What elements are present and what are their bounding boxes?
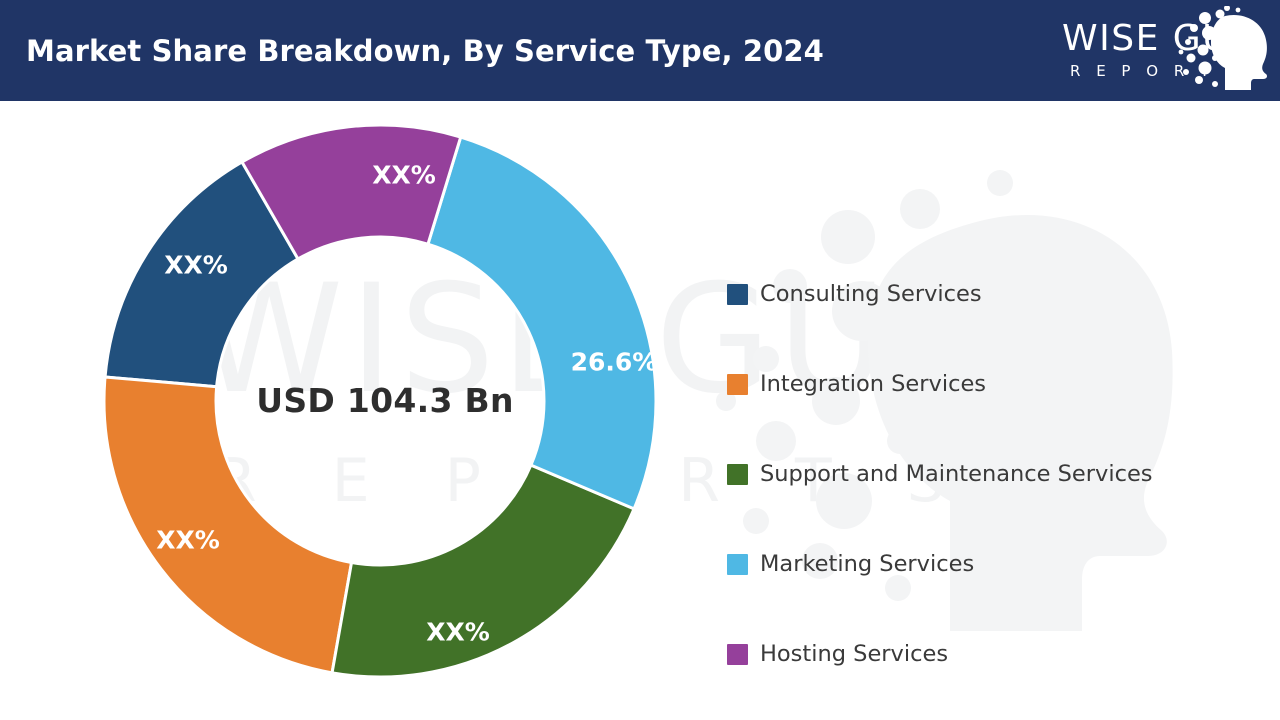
slice-data-label: XX% bbox=[156, 526, 220, 555]
slice-data-label: XX% bbox=[164, 251, 228, 280]
chart-legend: Consulting Services Integration Services… bbox=[727, 249, 1247, 699]
legend-label: Hosting Services bbox=[760, 641, 949, 667]
chart-area: WISE GUY R E P O R T S XX%XX%XX%26.6%XX% bbox=[0, 101, 1280, 720]
legend-item-marketing-services[interactable]: Marketing Services bbox=[727, 519, 1247, 609]
slice-data-label: XX% bbox=[426, 618, 490, 647]
donut-slice-integration-services[interactable] bbox=[102, 375, 354, 675]
donut-slice-labels: XX% XX% XX% 26.6% XX% bbox=[156, 161, 657, 647]
legend-item-consulting-services[interactable]: Consulting Services bbox=[727, 249, 1247, 339]
legend-swatch-icon bbox=[727, 283, 748, 305]
donut-chart: XX% XX% XX% 26.6% XX% USD 104.3 Bn bbox=[90, 111, 680, 691]
legend-label: Consulting Services bbox=[760, 281, 982, 307]
legend-swatch-icon bbox=[727, 553, 748, 575]
head-silhouette-icon bbox=[1178, 6, 1267, 90]
donut-svg: XX% XX% XX% 26.6% XX% bbox=[102, 123, 658, 679]
logo-icon: WISE GUY R E P O R T S bbox=[1062, 6, 1267, 90]
legend-swatch-icon bbox=[727, 463, 748, 485]
donut-slice-hosting-services[interactable] bbox=[239, 123, 463, 262]
legend-label: Integration Services bbox=[760, 371, 987, 397]
donut-slice-marketing-services[interactable] bbox=[426, 135, 658, 511]
wise-guy-reports-logo: WISE GUY R E P O R T S bbox=[1057, 6, 1272, 94]
legend-item-integration-services[interactable]: Integration Services bbox=[727, 339, 1247, 429]
logo-secondary-text: R E P O R T S bbox=[1070, 62, 1240, 80]
legend-swatch-icon bbox=[727, 373, 748, 395]
page-title: Market Share Breakdown, By Service Type,… bbox=[26, 33, 824, 68]
slice-data-label: 26.6% bbox=[571, 348, 658, 377]
legend-label: Support and Maintenance Services bbox=[760, 461, 1153, 487]
donut-slice-consulting-services[interactable] bbox=[103, 159, 301, 389]
legend-item-support-and-maintenance-services[interactable]: Support and Maintenance Services bbox=[727, 429, 1247, 519]
legend-swatch-icon bbox=[727, 643, 748, 665]
legend-label: Marketing Services bbox=[760, 551, 975, 577]
page-header: Market Share Breakdown, By Service Type,… bbox=[0, 0, 1280, 101]
donut-slices[interactable] bbox=[102, 123, 658, 679]
slice-data-label: XX% bbox=[372, 161, 436, 190]
donut-slice-support-and-maintenance-services[interactable] bbox=[330, 463, 637, 679]
legend-item-hosting-services[interactable]: Hosting Services bbox=[727, 609, 1247, 699]
